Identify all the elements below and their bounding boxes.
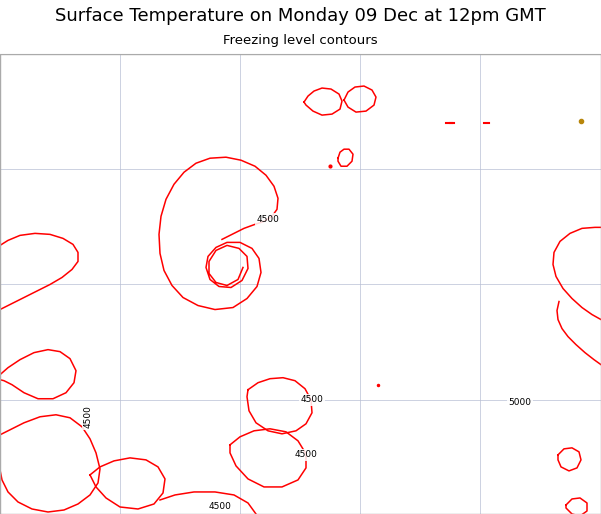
Text: 4500: 4500 xyxy=(209,503,231,511)
Text: Surface Temperature on Monday 09 Dec at 12pm GMT: Surface Temperature on Monday 09 Dec at … xyxy=(55,7,546,25)
Text: 4500: 4500 xyxy=(257,215,279,224)
Text: 4500: 4500 xyxy=(294,450,317,460)
Text: Freezing level contours: Freezing level contours xyxy=(223,34,378,47)
Text: 4500: 4500 xyxy=(300,395,323,404)
Text: 5000: 5000 xyxy=(508,398,531,407)
Text: 4500: 4500 xyxy=(84,406,93,428)
